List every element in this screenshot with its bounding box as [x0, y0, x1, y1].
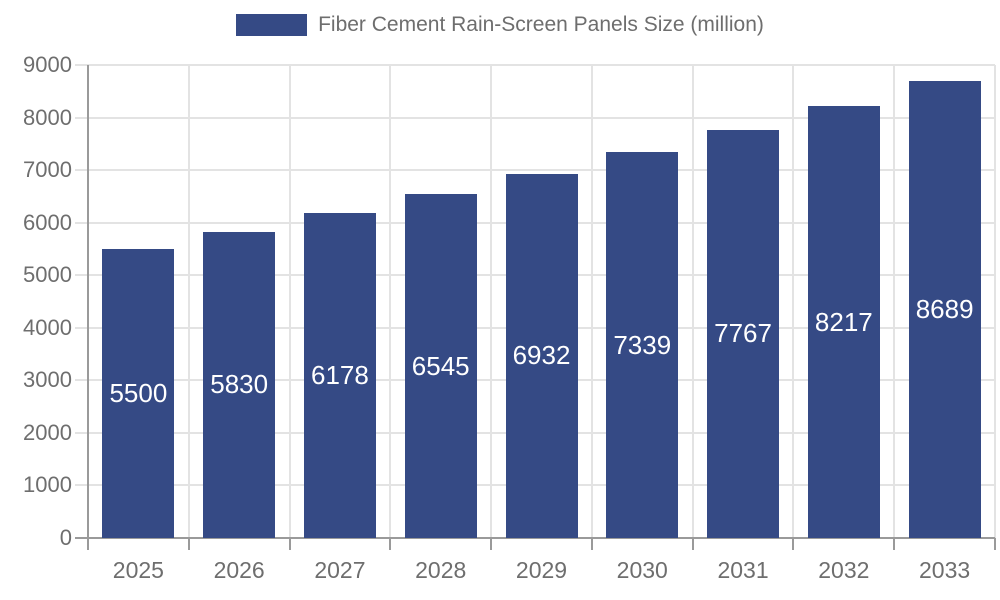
y-tick — [75, 64, 88, 66]
gridline-vertical — [691, 65, 694, 538]
y-axis-label: 0 — [59, 525, 72, 550]
bar-2031: 7767 — [707, 129, 780, 538]
y-axis-label: 9000 — [23, 52, 72, 77]
y-axis-label: 1000 — [23, 472, 72, 498]
x-tick — [187, 538, 190, 550]
y-axis-label: 2000 — [23, 419, 72, 445]
bar-value-label: 5500 — [109, 377, 168, 408]
legend-label: Fiber Cement Rain-Screen Panels Size (mi… — [318, 13, 764, 36]
gridline-horizontal — [88, 169, 995, 172]
x-axis-label: 2027 — [314, 557, 366, 583]
x-axis-line — [75, 537, 995, 539]
gridline-horizontal — [88, 116, 995, 119]
bar-value-label: 6178 — [311, 360, 369, 391]
gridline-vertical — [288, 65, 291, 538]
x-tick — [792, 538, 795, 550]
bar-value-label: 8217 — [814, 306, 873, 337]
bar-value-label: 6545 — [411, 350, 470, 381]
x-axis-label: 2033 — [919, 557, 971, 583]
legend: Fiber Cement Rain-Screen Panels Size (mi… — [0, 13, 1000, 37]
legend-swatch — [236, 14, 308, 36]
gridline-vertical — [389, 65, 392, 538]
y-tick — [75, 379, 88, 382]
gridline-vertical — [187, 65, 190, 538]
x-tick — [490, 538, 493, 550]
gridline-vertical — [994, 65, 996, 538]
y-tick — [75, 431, 88, 434]
y-tick — [75, 274, 88, 277]
x-tick — [893, 538, 896, 550]
bar-2026: 5830 — [203, 231, 276, 538]
y-tick — [75, 484, 88, 487]
x-axis-label: 2031 — [717, 557, 769, 583]
y-tick — [75, 116, 88, 119]
bar-2033: 8689 — [908, 81, 981, 538]
y-axis-label: 6000 — [23, 209, 72, 235]
y-tick — [75, 221, 88, 224]
x-tick — [994, 538, 996, 550]
bar-value-label: 5830 — [210, 369, 269, 400]
bar-value-label: 8689 — [915, 294, 974, 325]
y-axis-label: 7000 — [23, 157, 72, 183]
bar-2029: 6932 — [505, 173, 578, 538]
x-axis-label: 2025 — [112, 557, 164, 583]
bar-value-label: 6932 — [512, 340, 571, 371]
y-axis-line — [87, 65, 89, 550]
bar-value-label: 7339 — [613, 329, 672, 360]
x-axis-label: 2026 — [213, 557, 265, 583]
gridline-horizontal — [88, 64, 995, 66]
x-axis-label: 2028 — [415, 557, 467, 583]
bar-value-label: 7767 — [714, 318, 772, 349]
y-axis-label: 5000 — [23, 262, 72, 288]
bar-2030: 7339 — [606, 152, 679, 538]
bar-2027: 6178 — [303, 213, 376, 538]
x-axis-label: 2029 — [515, 557, 568, 583]
y-axis-label: 3000 — [23, 367, 72, 393]
x-tick — [288, 538, 291, 550]
x-tick — [389, 538, 392, 550]
x-tick — [691, 538, 694, 550]
gridline-vertical — [590, 65, 593, 538]
gridline-vertical — [893, 65, 896, 538]
x-axis-label: 2032 — [818, 557, 870, 583]
y-axis-label: 8000 — [23, 104, 72, 130]
y-tick — [75, 169, 88, 172]
bar-2032: 8217 — [807, 106, 880, 538]
x-tick — [590, 538, 593, 550]
gridline-vertical — [792, 65, 795, 538]
y-tick — [75, 326, 88, 329]
x-axis-label: 2030 — [616, 557, 668, 583]
bar-2028: 6545 — [404, 194, 477, 538]
y-axis-label: 4000 — [23, 314, 72, 340]
bar-2025: 5500 — [102, 248, 175, 538]
gridline-vertical — [490, 65, 493, 538]
